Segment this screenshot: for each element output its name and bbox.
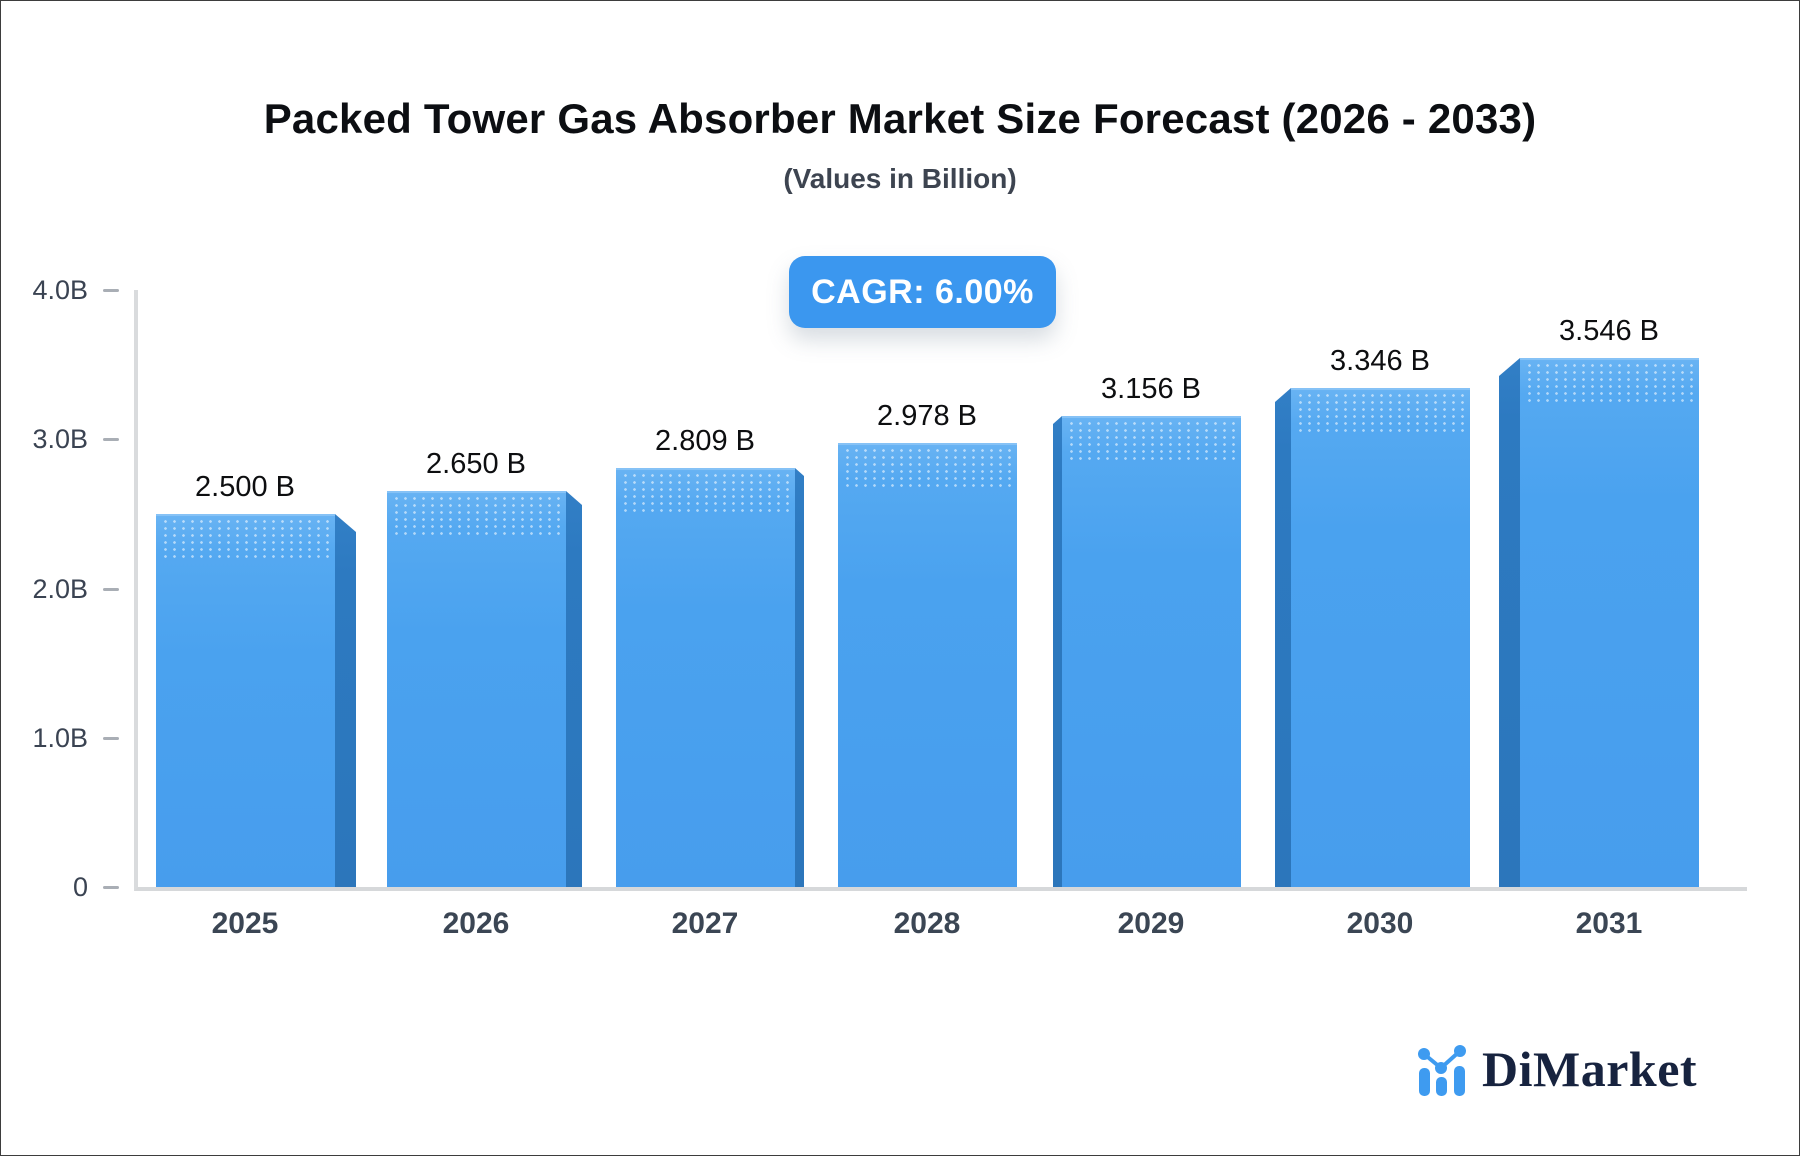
y-axis-label-2.0B: 2.0B xyxy=(32,573,88,604)
x-axis-label-2027: 2027 xyxy=(671,907,739,940)
bar-2031[interactable] xyxy=(1520,358,1699,887)
x-axis-label-2031: 2031 xyxy=(1575,907,1643,940)
chart-title: Packed Tower Gas Absorber Market Size Fo… xyxy=(263,95,1537,142)
chart-subtitle: (Values in Billion) xyxy=(783,163,1017,194)
y-axis-label-0: 0 xyxy=(72,872,88,902)
x-axis-label-2026: 2026 xyxy=(442,907,510,940)
bar-2026[interactable] xyxy=(387,491,566,887)
bar-2030[interactable] xyxy=(1291,388,1470,887)
bar-2027[interactable] xyxy=(616,468,795,887)
y-axis-tick xyxy=(103,886,119,889)
bar-chart-trend-icon xyxy=(1418,1045,1466,1096)
bar-side-2026 xyxy=(566,491,582,887)
y-axis-tick xyxy=(103,438,119,442)
bar-side-2027 xyxy=(795,468,804,887)
value-label-2031: 3.546 B xyxy=(1559,315,1659,347)
y-axis-tick xyxy=(103,289,119,292)
x-axis-label-2028: 2028 xyxy=(893,907,961,940)
y-axis-label-3.0B: 3.0B xyxy=(32,424,88,455)
bar-side-2029 xyxy=(1053,416,1062,887)
bar-side-2031 xyxy=(1499,358,1520,887)
bar-2029[interactable] xyxy=(1062,416,1241,887)
x-axis-label-2029: 2029 xyxy=(1117,907,1185,940)
bar-2028[interactable] xyxy=(838,443,1017,887)
dimarket-logo: DiMarket xyxy=(1416,1037,1697,1101)
logo-text: DiMarket xyxy=(1482,1041,1698,1097)
plot-area: 2.500 B 2025 2.650 B 2026 2.809 B 2027 2.978 B… xyxy=(134,290,1747,940)
y-axis-tick xyxy=(103,587,119,591)
value-label-2030: 3.346 B xyxy=(1330,345,1430,377)
y-axis-label-4.0B: 4.0B xyxy=(32,275,88,305)
value-label-2025: 2.500 B xyxy=(195,471,295,503)
cagr-badge: CAGR: 6.00% xyxy=(789,256,1056,328)
y-axis-label-1.0B: 1.0B xyxy=(32,722,88,753)
bar-side-2030 xyxy=(1275,388,1291,887)
x-axis-label-2025: 2025 xyxy=(211,907,279,940)
value-label-2026: 2.650 B xyxy=(426,448,526,480)
x-axis-label-2030: 2030 xyxy=(1346,907,1414,940)
bar-side-2025 xyxy=(335,514,356,887)
y-axis-tick xyxy=(103,736,119,740)
value-label-2027: 2.809 B xyxy=(655,425,755,457)
value-label-2029: 3.156 B xyxy=(1101,373,1201,405)
bar-2025[interactable] xyxy=(156,514,335,887)
value-label-2028: 2.978 B xyxy=(877,400,977,432)
